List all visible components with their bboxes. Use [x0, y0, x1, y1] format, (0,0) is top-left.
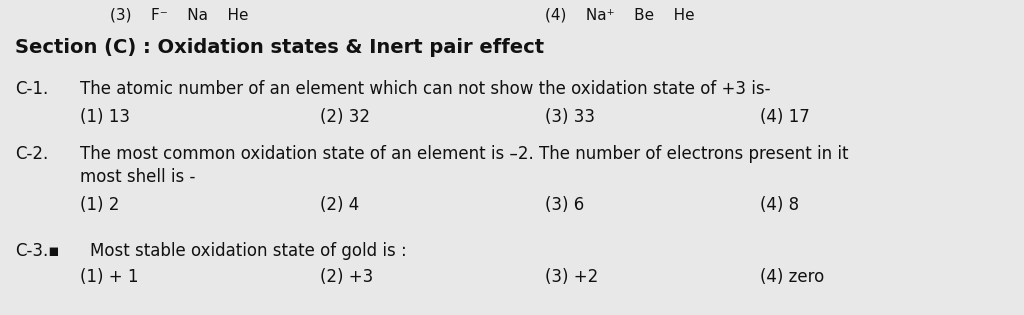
Text: (3) +2: (3) +2 — [545, 268, 598, 286]
Text: (1) 13: (1) 13 — [80, 108, 130, 126]
Text: most shell is -: most shell is - — [80, 168, 196, 186]
Text: (2) 4: (2) 4 — [319, 196, 359, 214]
Text: (4) 17: (4) 17 — [760, 108, 810, 126]
Text: The most common oxidation state of an element is –2. The number of electrons pre: The most common oxidation state of an el… — [80, 145, 849, 163]
Text: (3) 6: (3) 6 — [545, 196, 585, 214]
Text: Section (C) : Oxidation states & Inert pair effect: Section (C) : Oxidation states & Inert p… — [15, 38, 544, 57]
Text: (4) zero: (4) zero — [760, 268, 824, 286]
Text: (1) + 1: (1) + 1 — [80, 268, 138, 286]
Text: The atomic number of an element which can not show the oxidation state of +3 is-: The atomic number of an element which ca… — [80, 80, 770, 98]
Text: (3) 33: (3) 33 — [545, 108, 595, 126]
Text: (2) +3: (2) +3 — [319, 268, 374, 286]
Text: (4) 8: (4) 8 — [760, 196, 799, 214]
Text: Most stable oxidation state of gold is :: Most stable oxidation state of gold is : — [90, 242, 407, 260]
Text: (1) 2: (1) 2 — [80, 196, 120, 214]
Text: (4)    Na⁺    Be    He: (4) Na⁺ Be He — [545, 8, 694, 23]
Text: C-3.▪: C-3.▪ — [15, 242, 59, 260]
Text: C-2.: C-2. — [15, 145, 48, 163]
Text: (3)    F⁻    Na    He: (3) F⁻ Na He — [110, 8, 249, 23]
Text: C-1.: C-1. — [15, 80, 48, 98]
Text: (2) 32: (2) 32 — [319, 108, 370, 126]
